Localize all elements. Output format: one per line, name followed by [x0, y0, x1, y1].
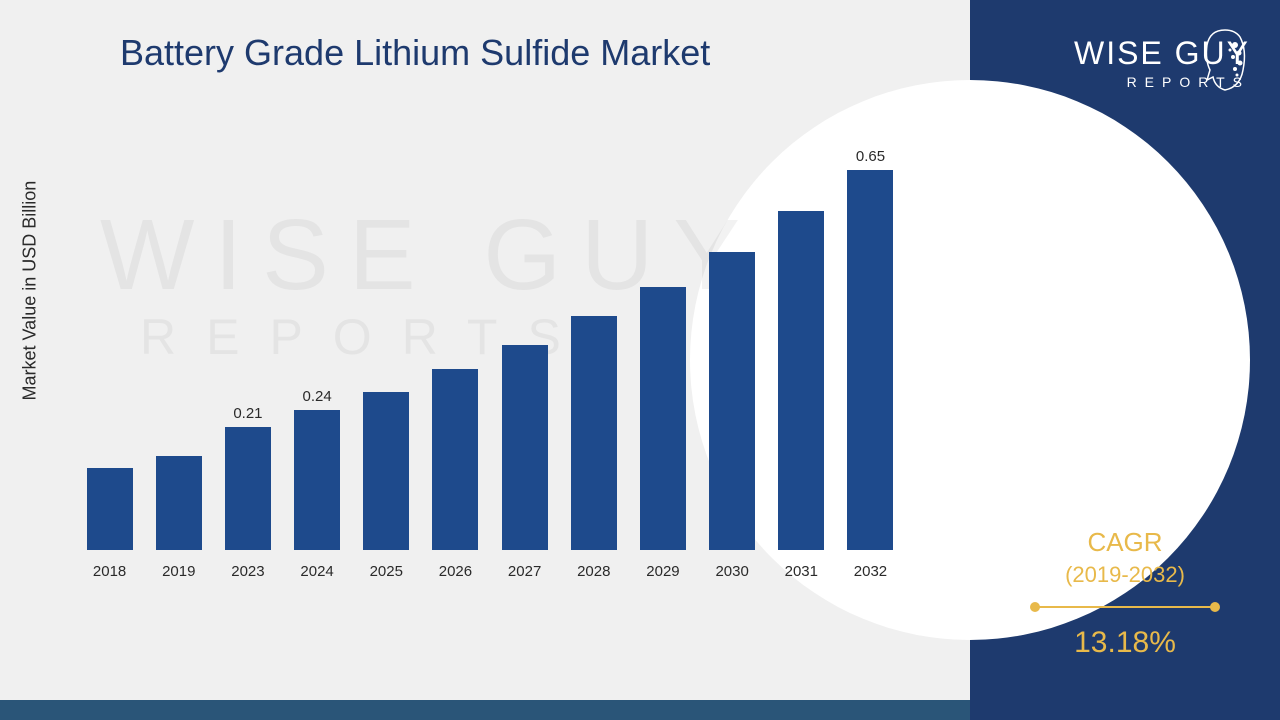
bar-group [698, 230, 767, 550]
bar-group [628, 265, 697, 550]
bar-group: 0.65 [836, 148, 905, 550]
bar-value-label: 0.21 [233, 405, 262, 423]
bar-group [144, 434, 213, 550]
bar-group [352, 370, 421, 550]
x-tick-label: 2026 [421, 563, 490, 580]
x-tick-label: 2031 [767, 563, 836, 580]
logo-head-icon [1195, 25, 1255, 95]
chart-title: Battery Grade Lithium Sulfide Market [120, 30, 710, 75]
bar-group [421, 347, 490, 550]
cagr-years: (2019-2032) [1020, 562, 1230, 588]
logo: WISE GUY REPORTS [1074, 35, 1250, 90]
x-tick-label: 2019 [144, 563, 213, 580]
cagr-value: 13.18% [1020, 626, 1230, 660]
x-tick-label: 2028 [559, 563, 628, 580]
bar-group [767, 189, 836, 550]
x-tick-label: 2025 [352, 563, 421, 580]
bar-chart: 0.210.240.65 201820192023202420252026202… [75, 150, 905, 580]
cagr-block: CAGR (2019-2032) 13.18% [1020, 527, 1230, 660]
bar-value-label: 0.65 [856, 148, 885, 166]
cagr-divider-line [1035, 606, 1215, 608]
bar-group [75, 446, 144, 550]
bar-group: 0.24 [283, 388, 352, 550]
bar [709, 252, 755, 550]
bar-group [490, 323, 559, 550]
bar-group [559, 294, 628, 550]
x-tick-label: 2023 [213, 563, 282, 580]
bar [778, 211, 824, 550]
bar [363, 392, 409, 550]
x-tick-label: 2030 [698, 563, 767, 580]
bars-area: 0.21 0.24 0.65 [75, 150, 905, 550]
bar [571, 316, 617, 550]
x-axis-labels: 2018201920232024202520262027202820292030… [75, 563, 905, 580]
x-tick-label: 2029 [628, 563, 697, 580]
bar-value-label: 0.24 [303, 388, 332, 406]
bar-group: 0.21 [213, 405, 282, 550]
bar [640, 287, 686, 550]
bar [847, 170, 893, 550]
x-tick-label: 2027 [490, 563, 559, 580]
bar [156, 456, 202, 550]
x-tick-label: 2018 [75, 563, 144, 580]
bar [294, 410, 340, 550]
x-tick-label: 2024 [283, 563, 352, 580]
bar [432, 369, 478, 550]
x-tick-label: 2032 [836, 563, 905, 580]
bar [225, 427, 271, 550]
bar [502, 345, 548, 550]
y-axis-label: Market Value in USD Billion [20, 181, 41, 401]
bar [87, 468, 133, 550]
bottom-accent-bar [0, 700, 970, 720]
cagr-label: CAGR [1020, 527, 1230, 558]
